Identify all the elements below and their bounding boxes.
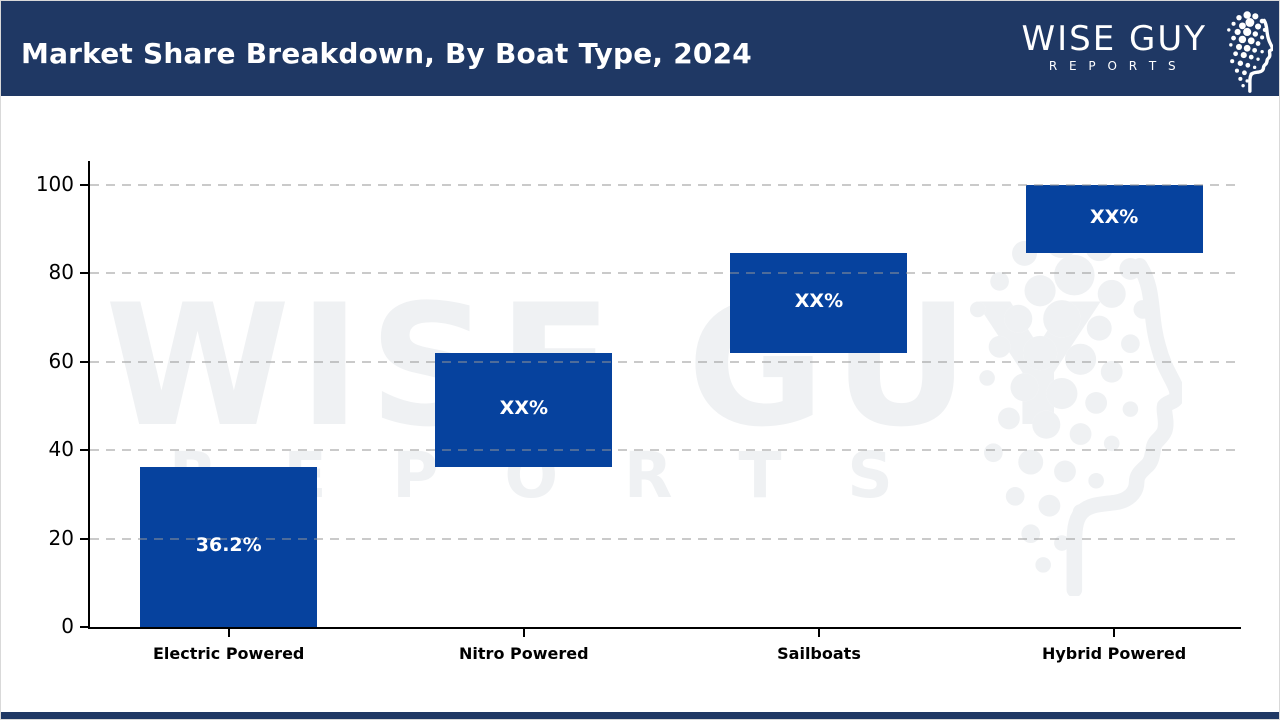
bar-value-label: 36.2% [195, 534, 262, 556]
gridline [90, 449, 1241, 452]
x-tick [818, 629, 820, 637]
gridline [90, 183, 1241, 186]
y-tick [80, 360, 88, 363]
y-tick-label: 100 [35, 171, 74, 196]
bar [730, 253, 908, 353]
bar-value-label: XX% [794, 289, 844, 312]
x-axis-line [88, 627, 1241, 629]
gridline [90, 360, 1241, 363]
y-tick [80, 272, 88, 275]
brand-text: WISE GUY R E P O R T S [1021, 19, 1207, 74]
wiseguy-head-icon [1227, 11, 1273, 93]
bar-chart: 36.2% XX% XX% XX% 0 20 40 60 80 100 Electric Power… [1, 96, 1279, 714]
gridline [90, 537, 1241, 540]
y-axis-line [88, 161, 90, 629]
y-tick-label: 60 [48, 348, 74, 373]
brand-logo: WISE GUY R E P O R T S [1019, 5, 1273, 93]
x-tick-label: Electric Powered [153, 644, 305, 663]
y-tick-label: 40 [48, 437, 74, 462]
bar [1025, 184, 1203, 253]
bar [140, 467, 318, 627]
y-tick [80, 183, 88, 186]
y-tick [80, 537, 88, 540]
y-tick-label: 20 [48, 525, 74, 550]
x-tick [227, 629, 230, 637]
y-tick-label: 0 [61, 614, 74, 638]
x-tick [1113, 629, 1116, 637]
y-tick [80, 626, 88, 628]
brand-name: WISE GUY [1021, 19, 1207, 59]
y-tick-label: 80 [48, 260, 74, 285]
brand-subtitle: R E P O R T S [1048, 59, 1180, 74]
x-tick-label: Nitro Powered [459, 644, 589, 663]
page-title: Market Share Breakdown, By Boat Type, 20… [21, 37, 752, 70]
bar-value-label: XX% [1089, 205, 1139, 228]
x-tick-label: Sailboats [777, 644, 861, 663]
y-tick [80, 449, 88, 452]
gridline [90, 272, 1241, 275]
header: Market Share Breakdown, By Boat Type, 20… [1, 1, 1279, 96]
bar-value-label: XX% [499, 396, 549, 419]
bar [435, 352, 613, 467]
x-tick [522, 629, 525, 637]
footer-bar [1, 712, 1279, 719]
x-tick-label: Hybrid Powered [1041, 644, 1187, 663]
chart-area: WISE GUY R E P O R T S 36.2% XX% XX% X [1, 96, 1279, 712]
